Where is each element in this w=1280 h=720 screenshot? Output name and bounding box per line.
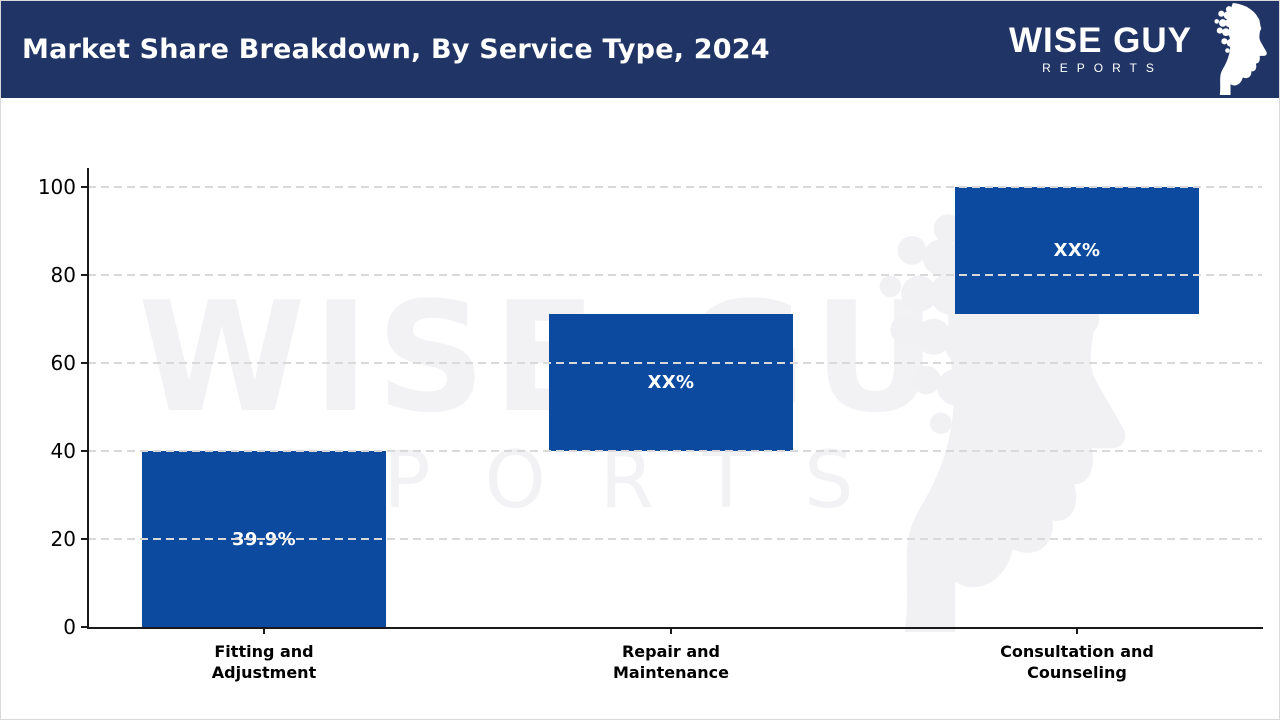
bar: XX% [955, 187, 1199, 314]
bar: XX% [549, 313, 793, 452]
gridline [88, 362, 1262, 364]
logo: WISE GUY REPORTS [1009, 0, 1272, 98]
y-tick-mark [81, 362, 87, 364]
header-bar: Market Share Breakdown, By Service Type,… [0, 0, 1280, 98]
y-tick-label: 80 [50, 263, 76, 287]
logo-wordmark: WISE GUY [1008, 21, 1192, 60]
y-axis-line [87, 168, 89, 629]
x-category-label: Consultation and Counseling [1000, 642, 1154, 682]
x-tick-mark [670, 629, 672, 634]
y-tick-label: 20 [50, 527, 76, 551]
x-tick-mark [263, 629, 265, 634]
bar-value-label: XX% [1053, 239, 1101, 261]
x-axis-line [87, 627, 1263, 629]
gridline [88, 538, 1262, 540]
logo-text: WISE GUY REPORTS [1009, 23, 1192, 75]
x-category-label: Fitting and Adjustment [211, 642, 317, 682]
y-tick-label: 100 [37, 175, 76, 199]
gridline [88, 274, 1262, 276]
y-tick-label: 40 [50, 439, 76, 463]
bar-value-label: XX% [647, 372, 695, 394]
gridline [88, 186, 1262, 188]
logo-subtext: REPORTS [1042, 61, 1163, 75]
y-tick-mark [81, 626, 87, 628]
y-tick-mark [81, 186, 87, 188]
y-tick-label: 60 [50, 351, 76, 375]
x-tick-mark [1076, 629, 1078, 634]
y-tick-label: 0 [63, 615, 76, 639]
y-tick-mark [81, 538, 87, 540]
gridline [88, 450, 1262, 452]
logo-face-icon [1214, 3, 1267, 95]
page-title: Market Share Breakdown, By Service Type,… [22, 33, 770, 65]
y-tick-mark [81, 450, 87, 452]
y-tick-mark [81, 274, 87, 276]
x-category-label: Repair and Maintenance [612, 642, 729, 682]
